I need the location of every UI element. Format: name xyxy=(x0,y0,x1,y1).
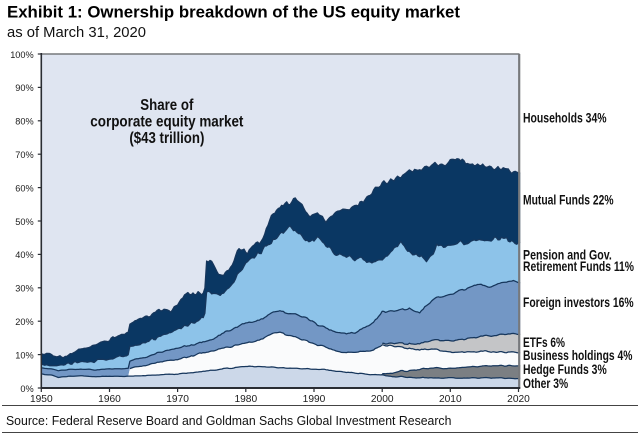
svg-text:2000: 2000 xyxy=(371,394,394,405)
svg-text:1950: 1950 xyxy=(30,394,53,405)
svg-text:100%: 100% xyxy=(10,50,34,60)
svg-text:1980: 1980 xyxy=(234,394,257,405)
svg-text:10%: 10% xyxy=(15,350,33,360)
svg-text:1960: 1960 xyxy=(98,394,121,405)
svg-text:0%: 0% xyxy=(20,384,33,394)
svg-text:2010: 2010 xyxy=(439,394,462,405)
svg-text:80%: 80% xyxy=(15,117,33,127)
svg-text:1990: 1990 xyxy=(303,394,326,405)
svg-text:Exhibit 1: Ownership breakdown: Exhibit 1: Ownership breakdown of the US… xyxy=(7,3,461,21)
svg-text:Households 34%: Households 34% xyxy=(523,111,607,126)
svg-text:50%: 50% xyxy=(15,217,33,227)
svg-text:40%: 40% xyxy=(15,250,33,260)
svg-text:70%: 70% xyxy=(15,150,33,160)
svg-text:90%: 90% xyxy=(15,83,33,93)
svg-text:60%: 60% xyxy=(15,183,33,193)
svg-text:Pension and Gov.: Pension and Gov. xyxy=(523,247,612,262)
svg-text:Retirement Funds 11%: Retirement Funds 11% xyxy=(523,259,634,274)
svg-text:ETFs 6%: ETFs 6% xyxy=(523,335,565,350)
svg-text:Share of: Share of xyxy=(140,97,194,114)
svg-text:($43 trillion): ($43 trillion) xyxy=(129,130,204,147)
svg-text:30%: 30% xyxy=(15,284,33,294)
svg-text:Business holdings 4%: Business holdings 4% xyxy=(523,348,632,363)
svg-text:Source: Federal Reserve Board: Source: Federal Reserve Board and Goldma… xyxy=(6,413,451,428)
svg-text:Hedge Funds 3%: Hedge Funds 3% xyxy=(523,362,607,377)
svg-text:2020: 2020 xyxy=(507,394,530,405)
svg-text:Other 3%: Other 3% xyxy=(523,376,568,391)
svg-text:20%: 20% xyxy=(15,317,33,327)
svg-text:Foreign investors 16%: Foreign investors 16% xyxy=(523,295,634,310)
svg-text:corporate equity market: corporate equity market xyxy=(90,114,243,131)
svg-text:1970: 1970 xyxy=(166,394,189,405)
svg-text:as of March 31, 2020: as of March 31, 2020 xyxy=(7,25,146,41)
svg-text:Mutual Funds 22%: Mutual Funds 22% xyxy=(523,193,614,208)
